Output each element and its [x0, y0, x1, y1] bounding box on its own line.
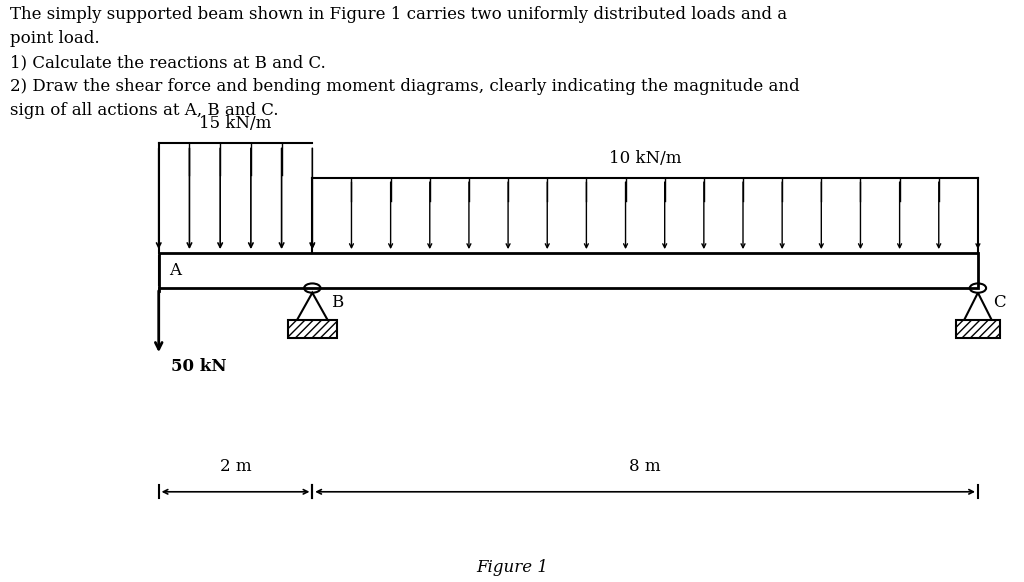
Text: The simply supported beam shown in Figure 1 carries two uniformly distributed lo: The simply supported beam shown in Figur…	[10, 6, 800, 119]
Text: 10 kN/m: 10 kN/m	[609, 150, 681, 167]
Text: Figure 1: Figure 1	[476, 559, 548, 576]
Text: A: A	[169, 262, 181, 279]
Text: 15 kN/m: 15 kN/m	[200, 115, 271, 132]
Text: C: C	[993, 294, 1006, 311]
Text: B: B	[331, 294, 343, 311]
Bar	[288, 320, 337, 338]
Polygon shape	[297, 293, 328, 320]
Bar	[159, 253, 978, 288]
Text: 2 m: 2 m	[220, 459, 251, 475]
Polygon shape	[965, 293, 991, 320]
Text: 50 kN: 50 kN	[171, 358, 226, 375]
Text: 8 m: 8 m	[630, 459, 660, 475]
Bar	[955, 320, 1000, 338]
